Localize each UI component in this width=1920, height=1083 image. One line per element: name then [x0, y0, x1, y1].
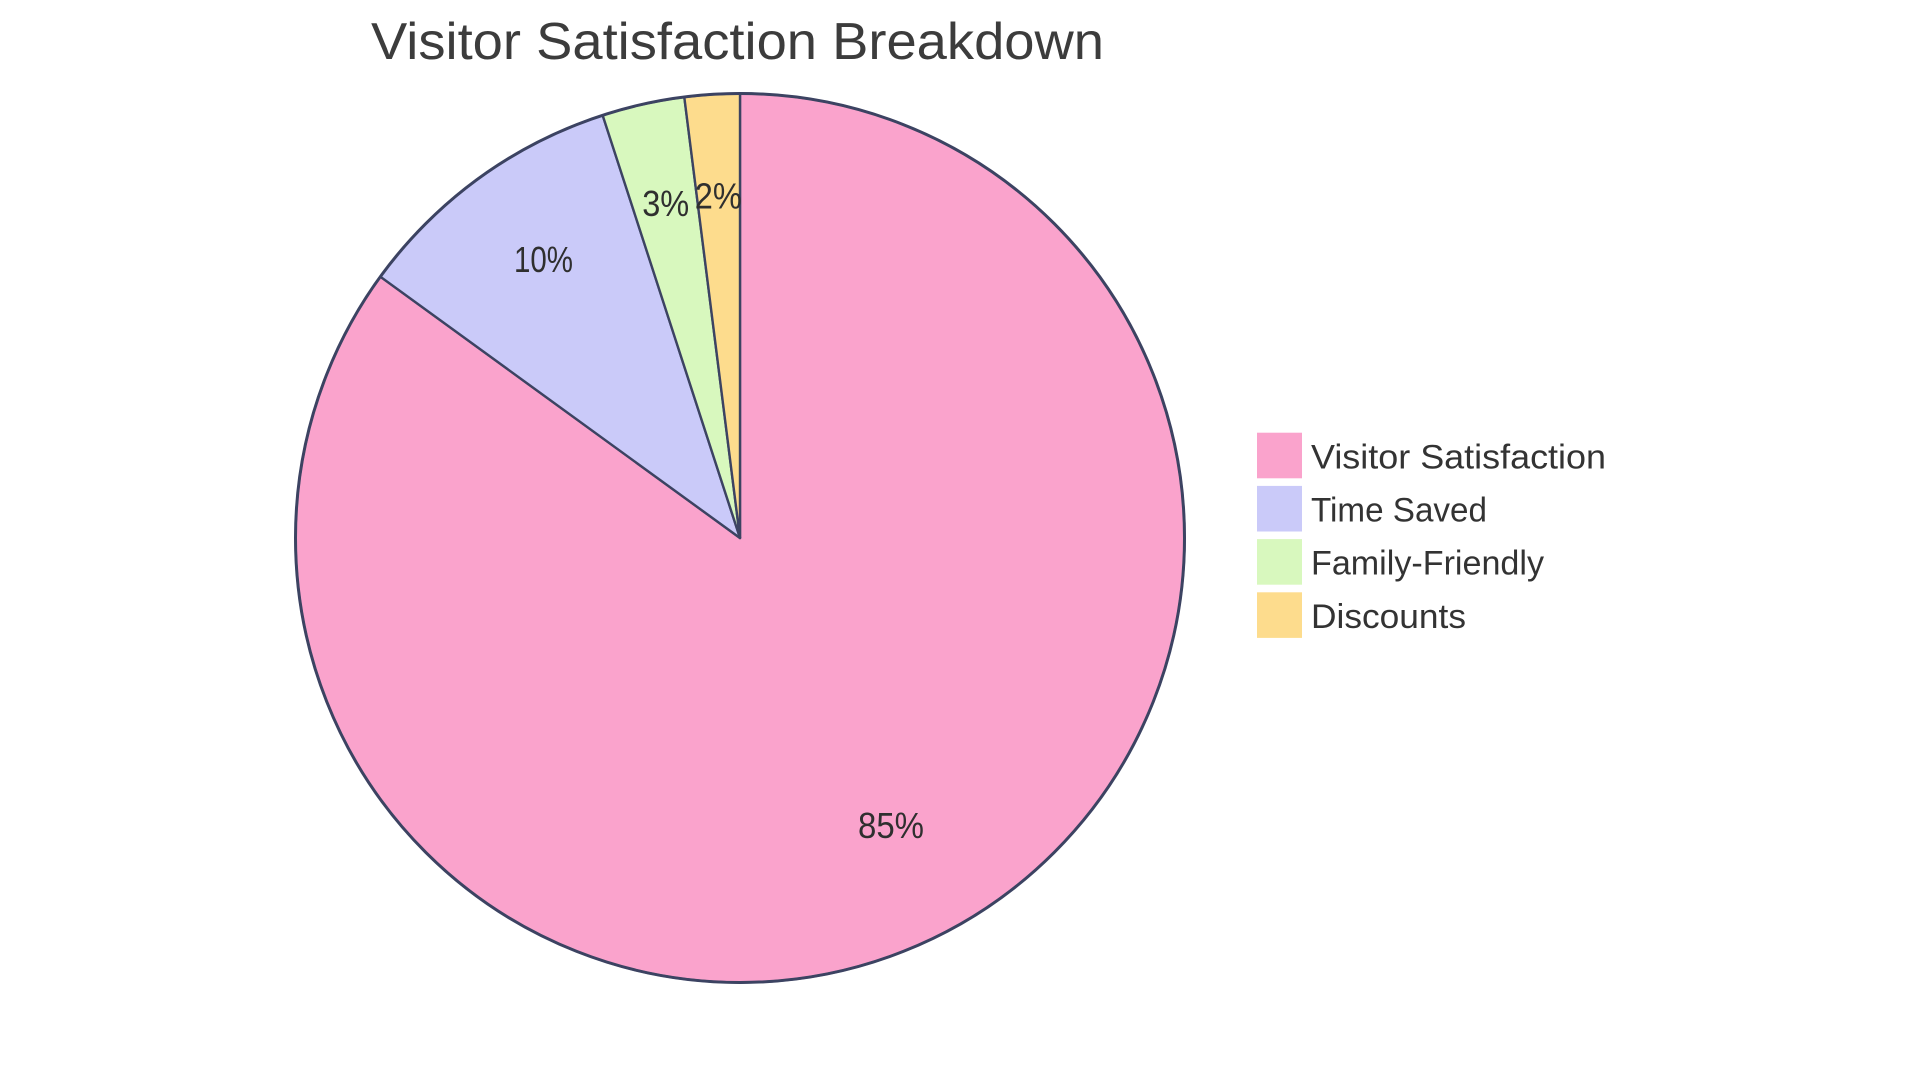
- svg-text:Visitor Satisfaction Breakdown: Visitor Satisfaction Breakdown: [371, 12, 1104, 70]
- svg-text:Family-Friendly: Family-Friendly: [1311, 545, 1544, 583]
- svg-text:2%: 2%: [695, 175, 742, 216]
- svg-text:10%: 10%: [514, 239, 573, 280]
- svg-text:3%: 3%: [642, 183, 689, 224]
- svg-text:Discounts: Discounts: [1311, 598, 1466, 636]
- svg-text:Time Saved: Time Saved: [1311, 492, 1487, 530]
- svg-text:Visitor Satisfaction: Visitor Satisfaction: [1311, 438, 1606, 476]
- svg-text:85%: 85%: [858, 805, 924, 846]
